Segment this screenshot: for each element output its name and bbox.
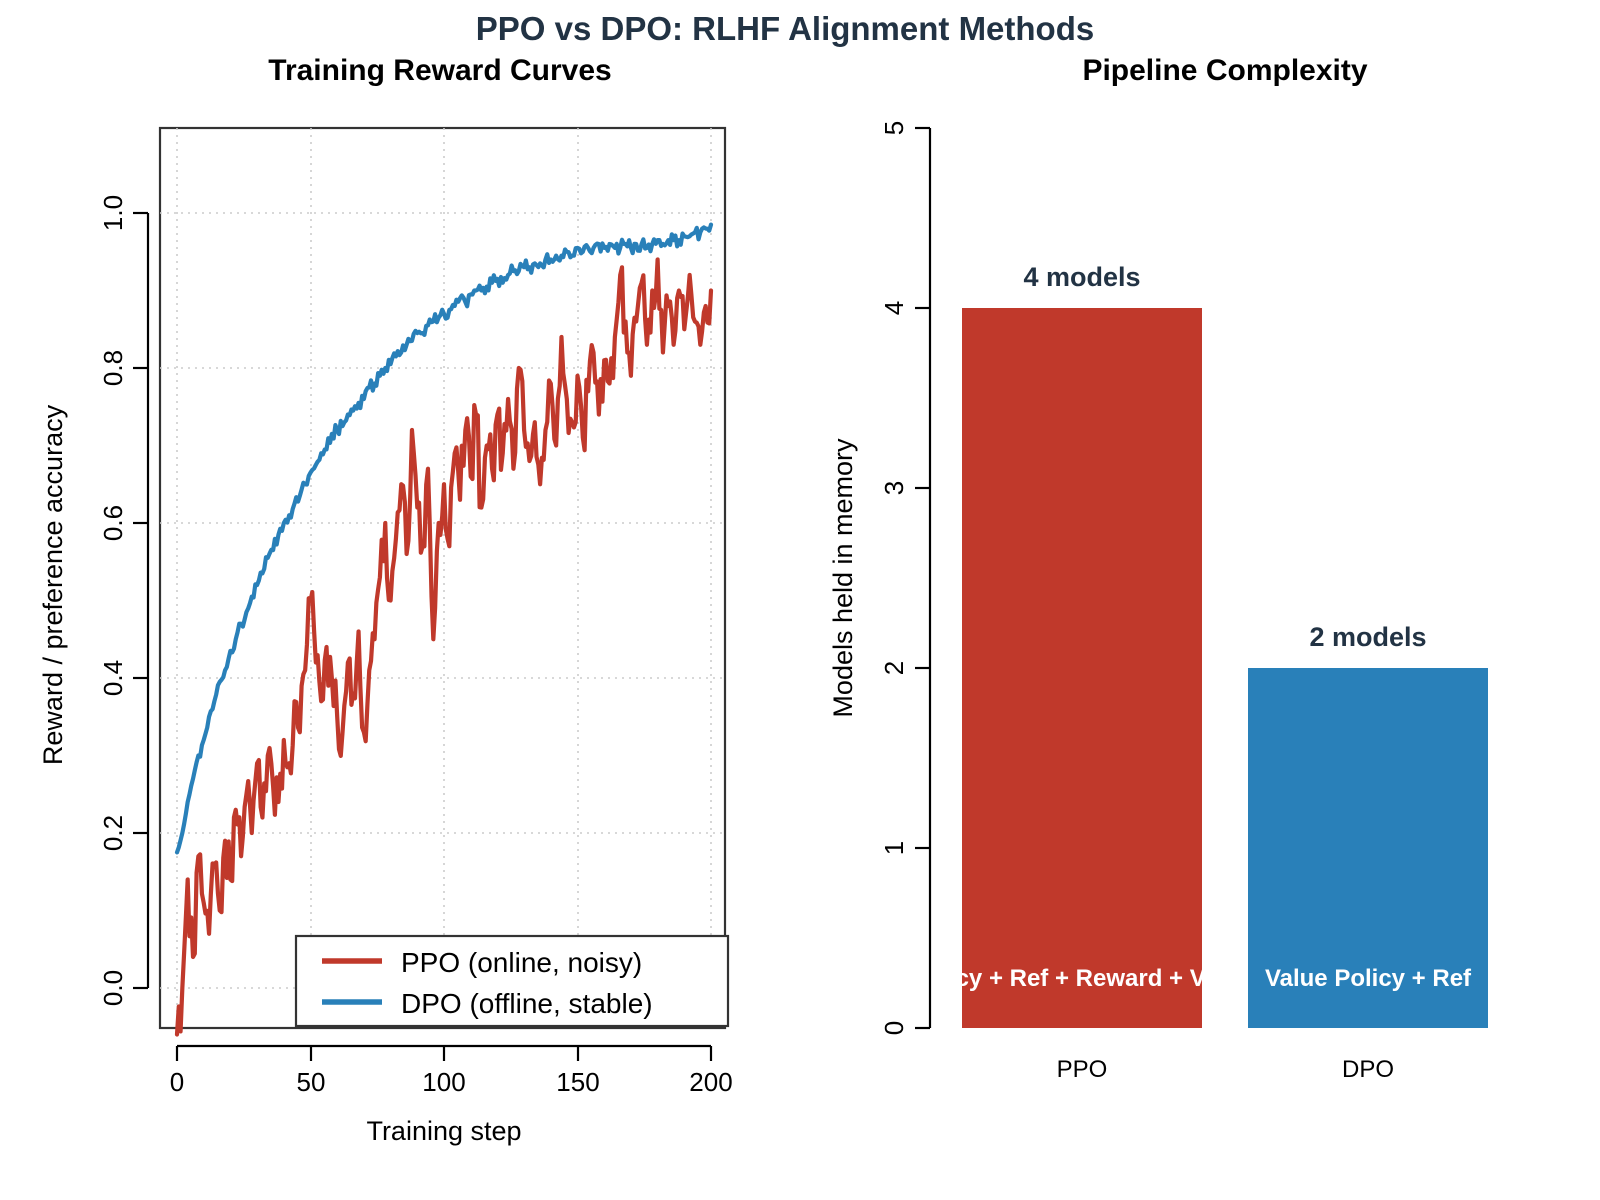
bar-inner-label-dpo: Value Policy + Ref (1265, 965, 1472, 992)
legend-label-dpo: DPO (offline, stable) (401, 988, 653, 1019)
left-xtick-label-4: 200 (689, 1067, 732, 1097)
left-ytick-label-0: 0.0 (98, 970, 128, 1006)
left-panel-line-chart: Training Reward Curves (38, 54, 733, 1146)
legend-item-ppo[interactable]: PPO (online, noisy) (322, 947, 642, 978)
left-grid-horizontal (160, 212, 725, 989)
left-y-axis-label: Reward / preference accuracy (38, 404, 68, 765)
left-x-axis-label: Training step (366, 1116, 521, 1146)
left-xtick-label-1: 50 (297, 1067, 326, 1097)
left-y-axis: 0.0 0.2 0.4 0.6 0.8 1.0 (98, 195, 150, 1006)
bar-value-label-ppo: 4 models (1023, 262, 1140, 292)
right-ytick-label-4: 4 (879, 301, 909, 315)
series-line-dpo (174, 222, 714, 855)
right-ytick-label-2: 2 (879, 661, 909, 675)
bar-value-label-dpo: 2 models (1309, 622, 1426, 652)
left-xtick-label-0: 0 (170, 1067, 184, 1097)
legend-label-ppo: PPO (online, noisy) (401, 947, 642, 978)
left-ytick-label-4: 0.8 (98, 350, 128, 386)
right-y-axis: 0 1 2 3 4 5 (879, 121, 932, 1035)
left-ytick-label-5: 1.0 (98, 195, 128, 231)
bar-inner-label-ppo: Policy + Ref + Reward + Value (912, 965, 1253, 992)
left-ytick-label-1: 0.2 (98, 815, 128, 851)
right-ytick-label-3: 3 (879, 481, 909, 495)
legend-item-dpo[interactable]: DPO (offline, stable) (322, 988, 653, 1019)
right-ytick-label-5: 5 (879, 121, 909, 135)
left-grid-vertical (176, 128, 712, 1028)
left-xtick-label-2: 100 (422, 1067, 465, 1097)
series-line-ppo (174, 257, 714, 1037)
figure-main-title: PPO vs DPO: RLHF Alignment Methods (476, 10, 1094, 47)
left-plot-frame (158, 126, 727, 1030)
left-legend[interactable]: PPO (online, noisy) DPO (offline, stable… (294, 934, 730, 1028)
legend-box (294, 934, 730, 1028)
right-panel-bar-chart: Pipeline Complexity Policy + Ref + Rewar… (828, 54, 1488, 1083)
left-panel-title: Training Reward Curves (268, 54, 611, 87)
bar-ppo[interactable] (962, 308, 1202, 1028)
right-ytick-label-1: 1 (879, 841, 909, 855)
left-ytick-label-2: 0.4 (98, 660, 128, 696)
left-xtick-label-3: 150 (556, 1067, 599, 1097)
bar-category-label-dpo: DPO (1342, 1056, 1394, 1083)
right-y-axis-label: Models held in memory (828, 438, 858, 718)
left-ytick-label-3: 0.6 (98, 505, 128, 541)
right-panel-title: Pipeline Complexity (1082, 54, 1367, 87)
left-x-axis: 0 50 100 150 200 (170, 1044, 733, 1097)
right-ytick-label-0: 0 (879, 1021, 909, 1035)
bar-dpo[interactable] (1248, 668, 1488, 1028)
bar-category-label-ppo: PPO (1057, 1056, 1108, 1083)
